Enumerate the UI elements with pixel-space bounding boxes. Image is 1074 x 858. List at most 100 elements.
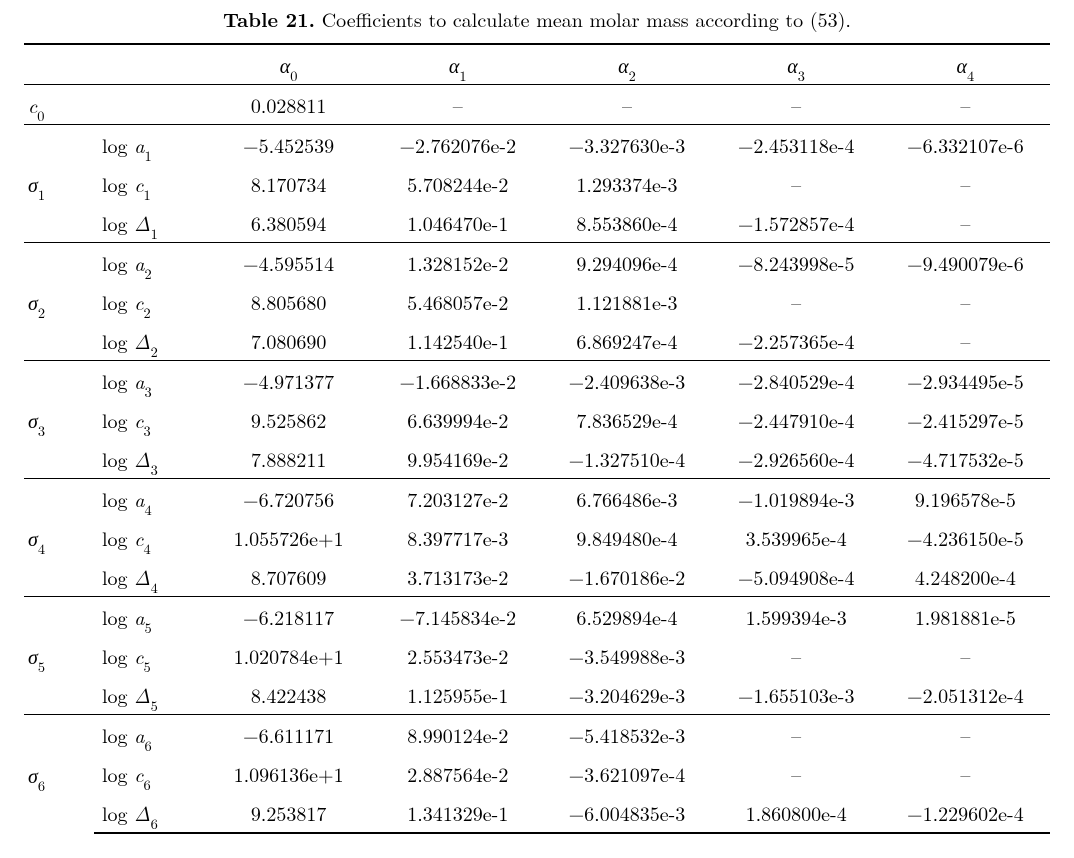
table-cell: −4.971377	[204, 361, 373, 401]
col-alpha3: α3	[712, 44, 881, 85]
table-cell: –	[881, 321, 1050, 361]
table-cell: 3.713173e-2	[373, 557, 542, 597]
row-label: c0	[24, 85, 94, 125]
table-row: log c41.055726e+18.397717e-39.849480e-43…	[24, 518, 1050, 557]
table-cell: 1.860800e-4	[712, 793, 881, 833]
table-cell: −5.094908e-4	[712, 557, 881, 597]
table-row: c00.028811––––	[24, 85, 1050, 125]
table-row: σ1log a1−5.452539−2.762076e-2−3.327630e-…	[24, 125, 1050, 165]
table-cell: –	[881, 85, 1050, 125]
table-cell: 6.529894e-4	[542, 597, 711, 637]
table-row: log Δ27.0806901.142540e-16.869247e-4−2.2…	[24, 321, 1050, 361]
table-cell: −1.655103e-3	[712, 675, 881, 715]
table-cell: 1.125955e-1	[373, 675, 542, 715]
row-sublabel: log Δ3	[94, 439, 204, 479]
table-cell: 6.766486e-3	[542, 479, 711, 519]
table-cell: −1.670186e-2	[542, 557, 711, 597]
table-cell: 8.990124e-2	[373, 715, 542, 755]
table-cell: –	[881, 754, 1050, 793]
table-cell: 3.539965e-4	[712, 518, 881, 557]
table-cell: −3.327630e-3	[542, 125, 711, 165]
table-cell: −1.668833e-2	[373, 361, 542, 401]
row-sublabel: log a2	[94, 243, 204, 283]
table-cell: −6.611171	[204, 715, 373, 755]
row-sublabel: log a3	[94, 361, 204, 401]
table-row: σ2log a2−4.5955141.328152e-29.294096e-4−…	[24, 243, 1050, 283]
group-label: σ2	[24, 243, 94, 361]
table-row: σ5log a5−6.218117−7.145834e-26.529894e-4…	[24, 597, 1050, 637]
table-row: log Δ16.3805941.046470e-18.553860e-4−1.5…	[24, 203, 1050, 243]
row-sublabel: log a1	[94, 125, 204, 165]
table-cell: −9.490079e-6	[881, 243, 1050, 283]
row-sublabel: log a5	[94, 597, 204, 637]
table-cell: −1.572857e-4	[712, 203, 881, 243]
table-cell: –	[712, 636, 881, 675]
table-cell: 8.707609	[204, 557, 373, 597]
table-cell: 1.293374e-3	[542, 164, 711, 203]
table-row: σ4log a4−6.7207567.203127e-26.766486e-3−…	[24, 479, 1050, 519]
table-cell: −2.409638e-3	[542, 361, 711, 401]
col-alpha4: α4	[881, 44, 1050, 85]
table-row: log Δ69.2538171.341329e-1−6.004835e-31.8…	[24, 793, 1050, 833]
table-cell: −4.595514	[204, 243, 373, 283]
table-cell: 9.253817	[204, 793, 373, 833]
table-row: log c18.1707345.708244e-21.293374e-3––	[24, 164, 1050, 203]
group-label: σ1	[24, 125, 94, 243]
row-sublabel: log c2	[94, 282, 204, 321]
row-sublabel: log Δ4	[94, 557, 204, 597]
table-cell: 1.046470e-1	[373, 203, 542, 243]
group-label: σ3	[24, 361, 94, 479]
table-cell: 1.096136e+1	[204, 754, 373, 793]
table-row: log c28.8056805.468057e-21.121881e-3––	[24, 282, 1050, 321]
table-cell: −1.019894e-3	[712, 479, 881, 519]
table-cell: 6.639994e-2	[373, 400, 542, 439]
table-cell: 6.380594	[204, 203, 373, 243]
table-cell: −2.257365e-4	[712, 321, 881, 361]
table-cell: –	[881, 636, 1050, 675]
table-cell: 7.080690	[204, 321, 373, 361]
table-cell: 1.328152e-2	[373, 243, 542, 283]
table-cell: –	[712, 282, 881, 321]
table-cell: –	[881, 715, 1050, 755]
table-row: σ3log a3−4.971377−1.668833e-2−2.409638e-…	[24, 361, 1050, 401]
table-cell: −5.452539	[204, 125, 373, 165]
table-cell: 1.341329e-1	[373, 793, 542, 833]
table-cell: −2.926560e-4	[712, 439, 881, 479]
table-cell: −6.720756	[204, 479, 373, 519]
table-cell: –	[373, 85, 542, 125]
table-cell: –	[881, 282, 1050, 321]
table-cell: 1.981881e-5	[881, 597, 1050, 637]
row-sublabel: log a6	[94, 715, 204, 755]
table-cell: –	[881, 203, 1050, 243]
table-row: log c61.096136e+12.887564e-2−3.621097e-4…	[24, 754, 1050, 793]
table-row: log c51.020784e+12.553473e-2−3.549988e-3…	[24, 636, 1050, 675]
row-sublabel: log Δ1	[94, 203, 204, 243]
table-cell: 6.869247e-4	[542, 321, 711, 361]
table-cell: –	[542, 85, 711, 125]
table-cell: −3.621097e-4	[542, 754, 711, 793]
table-cell: −2.051312e-4	[881, 675, 1050, 715]
row-sublabel: log c4	[94, 518, 204, 557]
table-cell: −3.549988e-3	[542, 636, 711, 675]
table-cell: 8.422438	[204, 675, 373, 715]
table-cell: 4.248200e-4	[881, 557, 1050, 597]
table-cell: −2.415297e-5	[881, 400, 1050, 439]
table-cell: −4.236150e-5	[881, 518, 1050, 557]
group-label: σ6	[24, 715, 94, 834]
table-cell: −6.004835e-3	[542, 793, 711, 833]
table-cell: 5.468057e-2	[373, 282, 542, 321]
table-cell: 7.203127e-2	[373, 479, 542, 519]
row-sublabel: log c3	[94, 400, 204, 439]
table-caption: Table 21. Coefficients to calculate mean…	[24, 4, 1050, 33]
table-cell: −8.243998e-5	[712, 243, 881, 283]
row-sublabel: log c1	[94, 164, 204, 203]
table-cell: −2.840529e-4	[712, 361, 881, 401]
table-row: log Δ48.7076093.713173e-2−1.670186e-2−5.…	[24, 557, 1050, 597]
table-cell: 9.525862	[204, 400, 373, 439]
table-cell: −2.762076e-2	[373, 125, 542, 165]
table-header-row: α0 α1 α2 α3 α4	[24, 44, 1050, 85]
table-cell: −7.145834e-2	[373, 597, 542, 637]
table-cell: 2.553473e-2	[373, 636, 542, 675]
row-sublabel: log Δ2	[94, 321, 204, 361]
table-cell: 1.020784e+1	[204, 636, 373, 675]
